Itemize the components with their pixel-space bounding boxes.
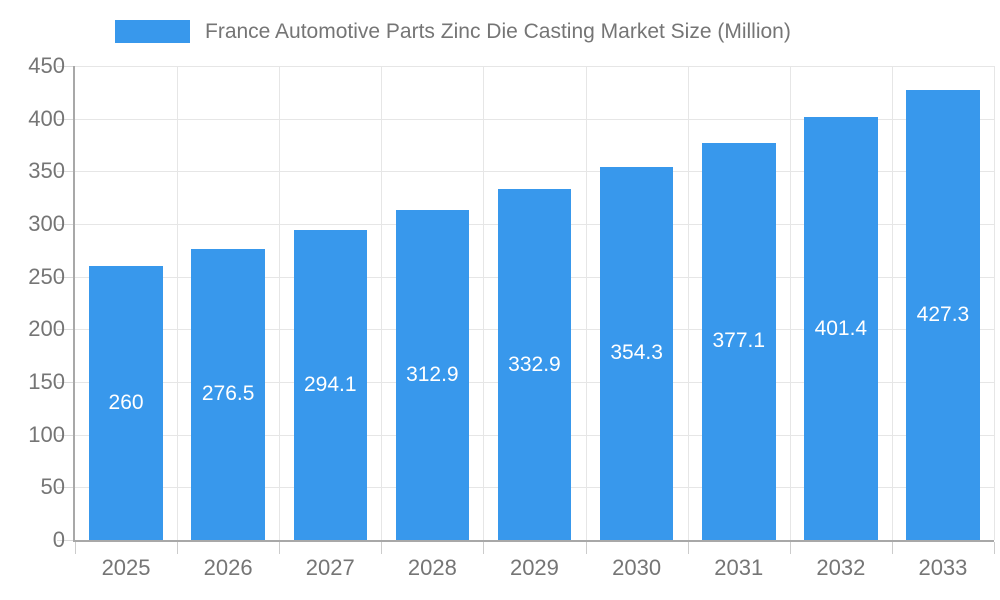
- x-axis-label: 2031: [714, 555, 764, 580]
- bar[interactable]: 276.5: [191, 248, 265, 540]
- y-axis-label: 450: [28, 53, 65, 78]
- bar-value-label: 276.5: [201, 382, 255, 406]
- x-tick: [381, 542, 383, 554]
- y-axis-label: 0: [52, 527, 65, 552]
- y-axis-label: 350: [28, 158, 65, 184]
- y-axis-label: 50: [40, 474, 65, 500]
- gridline-v: [687, 66, 689, 540]
- gridline-v: [381, 66, 383, 540]
- bar[interactable]: 260: [89, 266, 163, 540]
- y-axis-label: 200: [28, 316, 65, 342]
- gridline-h: [75, 118, 994, 120]
- plot-area: 0 50 100 150 200 250 300 350 400 450 260 2025 276.5 2…: [28, 55, 995, 580]
- gridline-v: [483, 66, 485, 540]
- x-tick: [177, 542, 179, 554]
- x-tick: [789, 542, 791, 554]
- y-tick: [57, 487, 73, 489]
- x-tick: [994, 542, 995, 554]
- y-axis-label: 400: [28, 105, 65, 131]
- x-axis-label: 2027: [305, 555, 355, 580]
- bar-value-label: 401.4: [814, 316, 868, 340]
- chart-title: France Automotive Parts Zinc Die Casting…: [205, 19, 791, 43]
- x-axis-label: 2033: [918, 555, 968, 580]
- y-tick: [57, 224, 73, 225]
- y-tick: [57, 540, 73, 541]
- x-tick: [687, 542, 689, 554]
- x-tick: [891, 542, 893, 554]
- x-tick: [585, 542, 587, 554]
- x-axis-label: 2026: [203, 555, 253, 580]
- bar-value-label: 354.3: [610, 341, 663, 365]
- y-tick: [57, 171, 73, 173]
- y-tick: [57, 276, 73, 278]
- gridline-v: [279, 66, 281, 540]
- bar[interactable]: 294.1: [293, 230, 367, 540]
- bar-value-label: 427.3: [916, 302, 970, 326]
- bar[interactable]: 401.4: [804, 117, 878, 540]
- bar[interactable]: 377.1: [702, 142, 776, 540]
- gridline-v: [891, 66, 893, 540]
- x-axis-label: 2025: [101, 555, 151, 580]
- bar-value-label: 312.9: [406, 363, 459, 387]
- y-tick: [57, 66, 73, 67]
- y-axis-label: 150: [28, 369, 65, 394]
- y-axis-label: 100: [28, 421, 65, 447]
- y-tick: [57, 434, 73, 436]
- bar[interactable]: 354.3: [599, 166, 674, 540]
- bar[interactable]: 427.3: [906, 89, 980, 540]
- y-axis-label: 300: [28, 211, 65, 236]
- gridline-h: [75, 171, 994, 173]
- gridline-v: [177, 66, 179, 540]
- gridline-v: [585, 66, 587, 540]
- legend-item[interactable]: France Automotive Parts Zinc Die Casting…: [115, 19, 791, 44]
- y-tick: [57, 382, 73, 383]
- x-tick: [279, 542, 281, 554]
- bar[interactable]: 312.9: [395, 210, 470, 540]
- bar-value-label: 377.1: [712, 329, 766, 353]
- gridline-h: [75, 66, 994, 67]
- x-tick: [75, 542, 76, 554]
- x-axis-label: 2029: [509, 555, 559, 580]
- legend-swatch: [115, 20, 190, 43]
- x-axis-label: 2032: [816, 555, 866, 580]
- bar-value-label: 260: [108, 391, 144, 415]
- x-tick: [483, 542, 485, 554]
- gridline-v: [994, 66, 995, 540]
- y-axis-label: 250: [28, 263, 65, 289]
- bar[interactable]: 332.9: [497, 189, 572, 540]
- y-tick: [57, 329, 73, 331]
- x-axis-label: 2030: [612, 555, 662, 580]
- x-axis-label: 2028: [407, 555, 457, 580]
- bar-value-label: 332.9: [508, 352, 561, 376]
- bar-value-label: 294.1: [303, 373, 357, 397]
- y-tick: [57, 118, 73, 120]
- gridline-v: [789, 66, 791, 540]
